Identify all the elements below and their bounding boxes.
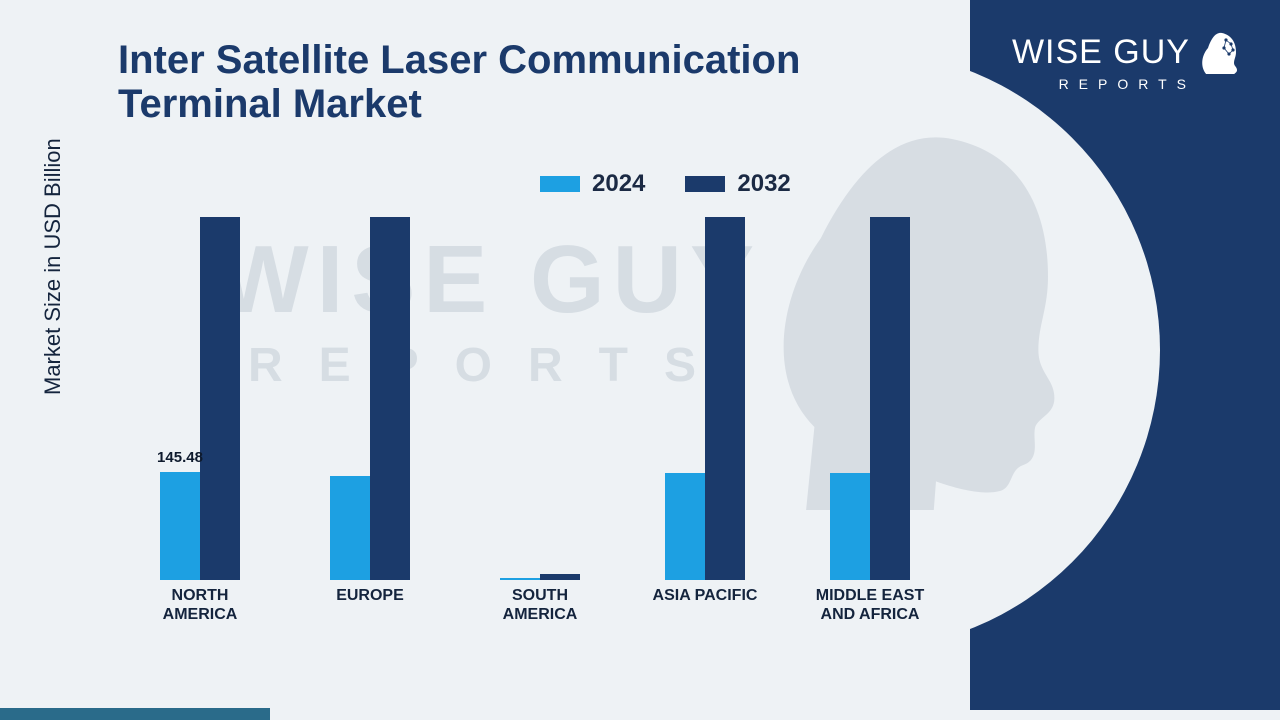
bar-group	[645, 217, 765, 580]
legend-item-2024: 2024	[540, 170, 645, 198]
bar-2024	[330, 476, 370, 580]
brand-logo: WISE GUY REPORTS	[990, 30, 1240, 92]
bar-2032	[870, 217, 910, 580]
x-axis-label: NORTH AMERICA	[140, 586, 260, 624]
logo-head-icon	[1196, 30, 1240, 74]
chart-title: Inter Satellite Laser Communication Term…	[118, 38, 878, 126]
legend-item-2032: 2032	[685, 170, 790, 198]
bar-2032	[540, 574, 580, 580]
bar-group: 145.48	[140, 217, 260, 580]
bar-2024	[160, 472, 200, 580]
logo-text-line1: WISE GUY	[1012, 33, 1190, 72]
legend-swatch-2032	[685, 176, 725, 192]
chart-plot-area: 145.48	[120, 210, 940, 580]
bar-2024	[665, 473, 705, 580]
legend-label-2032: 2032	[737, 170, 790, 198]
bar-group	[810, 217, 930, 580]
x-axis-label: ASIA PACIFIC	[645, 586, 765, 605]
bottom-accent-bar	[0, 708, 270, 720]
bar-group	[310, 217, 430, 580]
logo-text-line2: REPORTS	[990, 76, 1240, 92]
bar-2032	[370, 217, 410, 580]
x-axis-label: EUROPE	[315, 586, 425, 605]
bar-group	[480, 574, 600, 580]
bar-2024	[830, 473, 870, 580]
bar-2032	[705, 217, 745, 580]
bar-value-label: 145.48	[157, 449, 203, 466]
x-axis-label: SOUTH AMERICA	[480, 586, 600, 624]
legend: 2024 2032	[540, 170, 791, 198]
legend-swatch-2024	[540, 176, 580, 192]
bar-2032	[200, 217, 240, 580]
y-axis-label: Market Size in USD Billion	[40, 138, 66, 395]
legend-label-2024: 2024	[592, 170, 645, 198]
x-axis-label: MIDDLE EAST AND AFRICA	[810, 586, 930, 624]
bar-2024	[500, 578, 540, 580]
